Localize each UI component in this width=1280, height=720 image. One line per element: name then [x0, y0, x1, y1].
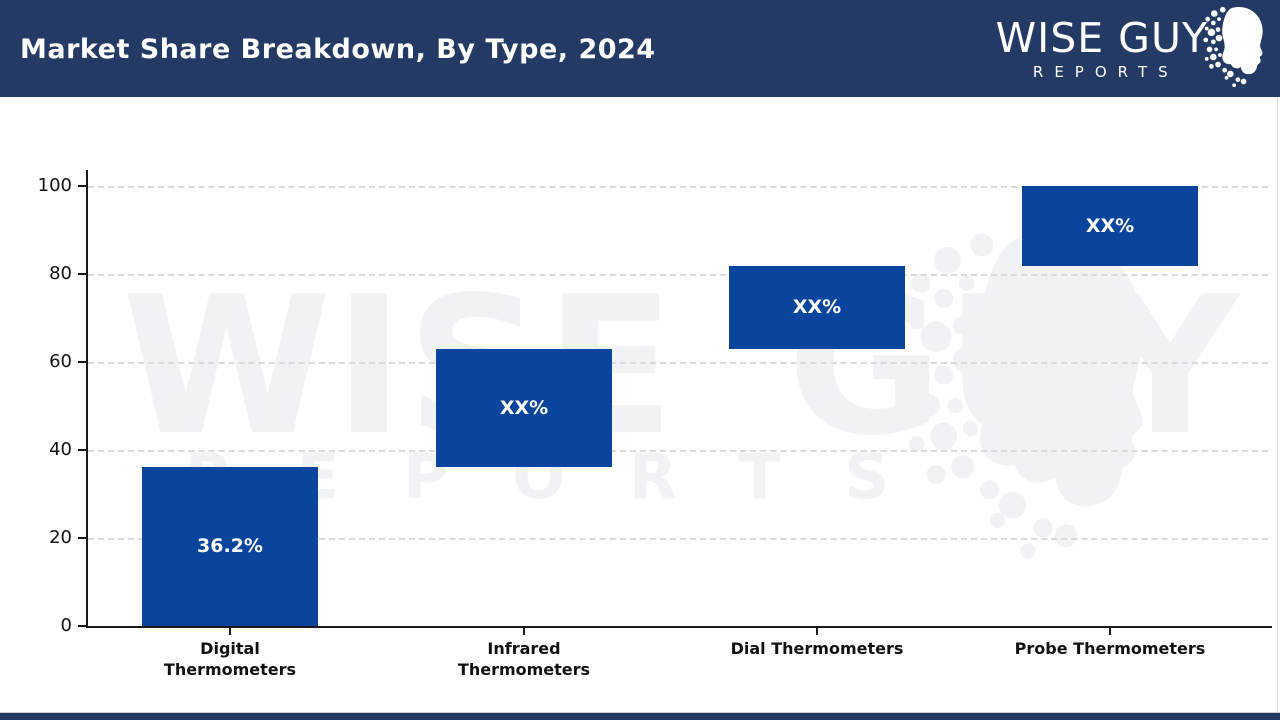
y-tick-mark — [78, 449, 86, 451]
x-axis-category-label: Infrared Thermometers — [379, 638, 669, 680]
frame-right-border — [1277, 97, 1278, 713]
grid-line — [88, 538, 1268, 540]
y-tick-label: 80 — [49, 263, 72, 284]
bar-segment: XX% — [436, 348, 612, 467]
wiseguy-logo: WISE GUY REPORTS — [996, 4, 1270, 91]
y-tick-mark — [78, 625, 86, 627]
grid-line — [88, 362, 1268, 364]
x-axis-category-line: Thermometers — [163, 660, 297, 679]
bar-value-label: XX% — [1085, 215, 1135, 238]
grid-line — [88, 450, 1268, 452]
grid-line — [88, 186, 1268, 188]
frame-bottom-border — [0, 712, 1280, 713]
x-tick-mark — [523, 628, 525, 635]
x-axis-category-line: Infrared — [487, 639, 561, 658]
y-tick-mark — [78, 185, 86, 187]
x-tick-mark — [816, 628, 818, 635]
x-axis-category-line: Dial Thermometers — [730, 639, 904, 658]
y-tick-label: 20 — [49, 527, 72, 548]
x-axis-category-line: Digital — [200, 639, 260, 658]
logo-text: WISE GUY REPORTS — [996, 14, 1208, 81]
x-axis-category-label: Digital Thermometers — [85, 638, 375, 680]
y-tick-mark — [78, 537, 86, 539]
y-tick-label: 0 — [60, 615, 72, 636]
x-axis-category-label: Probe Thermometers — [965, 638, 1255, 659]
logo-subtext: REPORTS — [1032, 63, 1179, 81]
y-tick-label: 100 — [37, 175, 72, 196]
bar-value-label: XX% — [792, 296, 842, 319]
bar-segment: 36.2% — [142, 466, 318, 626]
x-axis-category-line: Thermometers — [457, 660, 591, 679]
bar-value-label: XX% — [499, 396, 549, 419]
x-axis-category-label: Dial Thermometers — [672, 638, 962, 659]
x-tick-mark — [1109, 628, 1111, 635]
page-title: Market Share Breakdown, By Type, 2024 — [20, 34, 656, 65]
bar-segment: XX% — [729, 266, 905, 349]
header-bar: Market Share Breakdown, By Type, 2024 WI… — [0, 0, 1280, 97]
x-tick-mark — [229, 628, 231, 635]
wiseguy-head-icon — [1203, 6, 1263, 88]
y-tick-label: 40 — [49, 439, 72, 460]
logo-wordmark: WISE GUY — [995, 14, 1208, 62]
bar-segment: XX% — [1022, 186, 1198, 267]
y-tick-label: 60 — [49, 351, 72, 372]
footer-bar — [0, 713, 1280, 720]
y-tick-mark — [78, 273, 86, 275]
x-axis-category-line: Probe Thermometers — [1014, 639, 1206, 658]
y-axis-line — [86, 170, 88, 628]
x-axis-line — [86, 626, 1272, 628]
bar-value-label: 36.2% — [197, 535, 263, 558]
grid-line — [88, 274, 1268, 276]
y-tick-mark — [78, 361, 86, 363]
wiseguy-head-watermark-icon — [903, 233, 1144, 559]
